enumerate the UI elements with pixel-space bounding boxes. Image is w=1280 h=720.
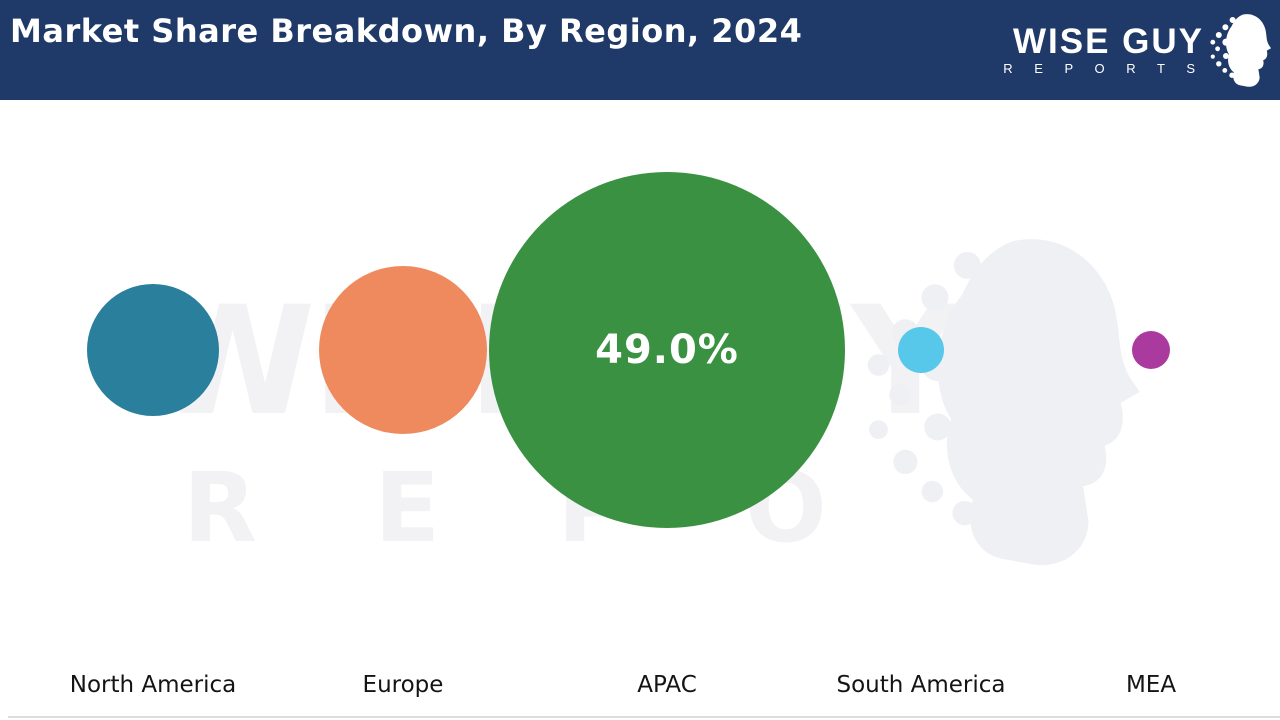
category-label-apac: APAC <box>637 672 697 698</box>
brand-name: WISE GUY <box>1012 21 1204 61</box>
brand-logo-text: WISE GUY R E P O R T S <box>1003 21 1204 77</box>
watermark-head-profile-icon <box>845 225 1165 579</box>
category-label-layer: North America Europe APAC South America MEA <box>0 100 1280 720</box>
bubble-value-label: 49.0% <box>595 327 739 373</box>
bubble-layer: 49.0% <box>0 100 1280 720</box>
brand-subtitle: R E P O R T S <box>1003 61 1204 77</box>
bottom-divider <box>8 716 1280 718</box>
category-label-europe: Europe <box>362 672 444 698</box>
bubble-chart: WISE GUY R E P O 49.0% North AmericaEuro… <box>0 100 1280 720</box>
page-title: Market Share Breakdown, By Region, 2024 <box>10 12 803 50</box>
head-profile-icon <box>1208 10 1274 90</box>
category-label-south-america: South America <box>836 672 1006 698</box>
bubble-europe <box>319 266 487 434</box>
brand-logo: WISE GUY R E P O R T S <box>1003 10 1274 90</box>
category-label-mea: MEA <box>1125 672 1177 698</box>
header: Market Share Breakdown, By Region, 2024 … <box>0 0 1280 100</box>
bubble-mea <box>1132 331 1170 369</box>
bubble-south-america <box>898 327 944 373</box>
bubble-north-america <box>87 284 219 416</box>
category-label-north-america: North America <box>69 672 237 698</box>
bubble-apac: 49.0% <box>489 172 845 528</box>
